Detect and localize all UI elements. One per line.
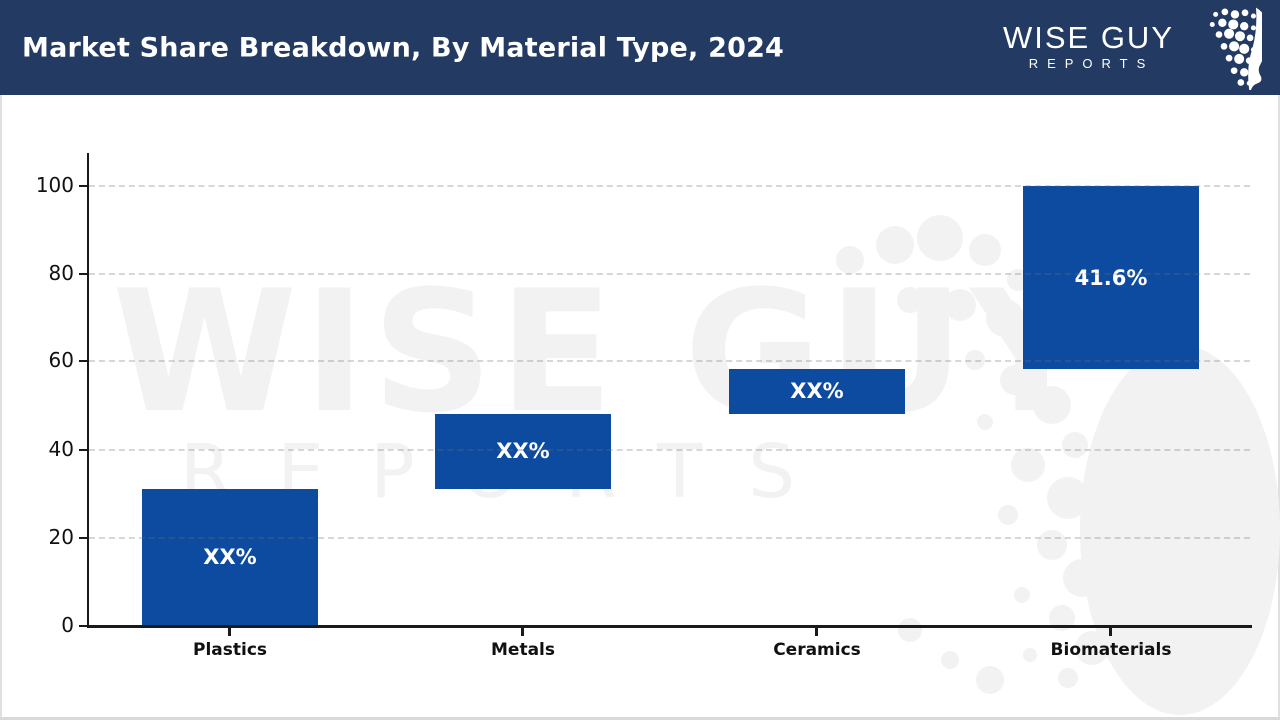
page-title: Market Share Breakdown, By Material Type… bbox=[22, 32, 785, 63]
header-bar: Market Share Breakdown, By Material Type… bbox=[0, 0, 1280, 95]
page-border-bottom bbox=[0, 717, 1280, 720]
y-tick-mark bbox=[79, 537, 88, 539]
y-tick-mark bbox=[79, 449, 88, 451]
y-tick-label: 60 bbox=[48, 348, 74, 372]
brand-subname: REPORTS bbox=[1028, 56, 1155, 71]
y-tick-label: 0 bbox=[61, 613, 74, 637]
y-axis-line bbox=[87, 153, 89, 627]
brand-logo-text: WISE GUY REPORTS bbox=[1003, 22, 1174, 72]
x-axis-line bbox=[87, 625, 1252, 628]
chart-area: XX% XX% XX% 41.6% 100 80 60 40 20 0 Plas… bbox=[0, 95, 1280, 720]
y-tick-label: 40 bbox=[48, 437, 74, 461]
page-border-left bbox=[0, 95, 2, 720]
bar-value-label: XX% bbox=[203, 545, 257, 570]
gridline-80 bbox=[89, 273, 1250, 275]
x-tick-label-plastics: Plastics bbox=[192, 640, 268, 660]
head-dots-icon bbox=[1209, 7, 1262, 90]
bar-value-label: XX% bbox=[790, 379, 844, 404]
y-tick-mark bbox=[79, 360, 88, 362]
y-tick-label: 80 bbox=[48, 261, 74, 285]
bar-plastics: XX% bbox=[142, 488, 318, 626]
page-border-right bbox=[1278, 95, 1280, 720]
x-tick-label-biomaterials: Biomaterials bbox=[1050, 640, 1172, 660]
y-tick-label: 20 bbox=[48, 525, 74, 549]
y-tick-mark bbox=[79, 625, 88, 627]
bar-metals: XX% bbox=[435, 413, 611, 489]
gridline-60 bbox=[89, 360, 1250, 362]
gridline-40 bbox=[89, 449, 1250, 451]
watermark-head-dots-icon bbox=[836, 215, 1280, 715]
watermark-text-primary: WISE GUY bbox=[112, 254, 1099, 450]
x-tick-mark bbox=[228, 628, 231, 636]
brand-logo: WISE GUY REPORTS bbox=[1003, 6, 1262, 90]
y-tick-mark bbox=[79, 185, 88, 187]
gridline-20 bbox=[89, 537, 1250, 539]
bar-biomaterials: 41.6% bbox=[1023, 186, 1199, 370]
bar-value-label: XX% bbox=[496, 439, 550, 464]
y-tick-label: 100 bbox=[35, 173, 74, 197]
bar-ceramics: XX% bbox=[729, 369, 905, 414]
y-tick-mark bbox=[79, 273, 88, 275]
x-tick-label-metals: Metals bbox=[491, 640, 555, 660]
gridline-100 bbox=[89, 185, 1250, 187]
x-tick-mark bbox=[1109, 628, 1112, 636]
x-tick-label-ceramics: Ceramics bbox=[773, 640, 861, 660]
bar-value-label: 41.6% bbox=[1074, 265, 1148, 290]
x-tick-mark bbox=[521, 628, 524, 636]
brand-name: WISE GUY bbox=[1002, 20, 1174, 55]
x-tick-mark bbox=[815, 628, 818, 636]
